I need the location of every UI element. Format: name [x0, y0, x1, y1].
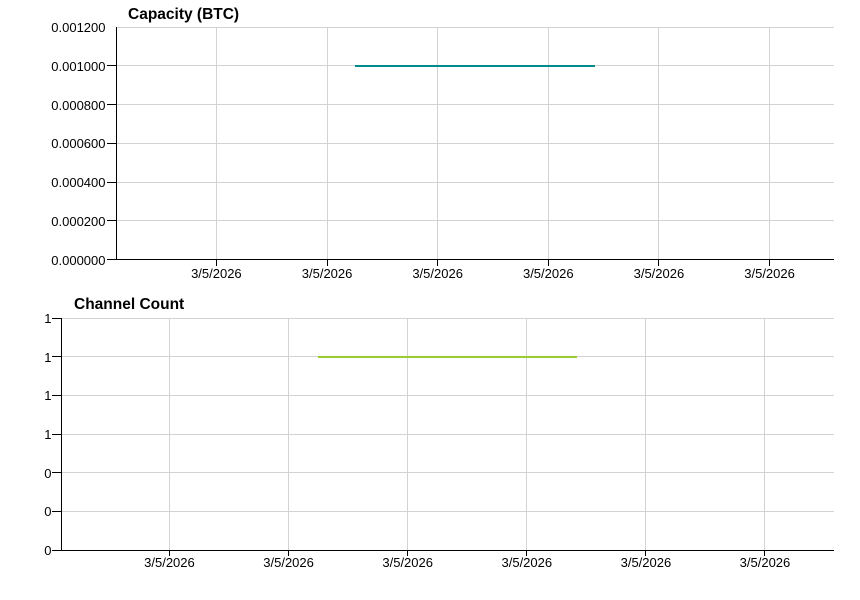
- x-axis-tick: [547, 259, 549, 266]
- capacity-chart-title: Capacity (BTC): [128, 6, 240, 24]
- y-axis-tick: [107, 142, 116, 144]
- x-tick-label: 3/5/2026: [191, 265, 242, 281]
- gridline-vertical: [407, 318, 409, 550]
- x-axis-tick: [764, 550, 766, 556]
- x-tick-label: 3/5/2026: [263, 555, 314, 571]
- y-tick-label: 0.000600: [51, 136, 106, 152]
- x-axis-tick: [437, 259, 439, 266]
- y-tick-label: 0.000200: [51, 213, 106, 229]
- y-tick-label: 0: [44, 543, 52, 558]
- y-tick-label: 0.001000: [51, 58, 106, 74]
- y-tick-label: 0.001200: [51, 20, 106, 36]
- y-axis-tick: [52, 510, 61, 512]
- x-tick-label: 3/5/2026: [744, 265, 795, 281]
- y-axis-tick: [107, 220, 116, 222]
- x-axis-line: [52, 549, 834, 551]
- y-axis-tick: [52, 356, 61, 358]
- x-axis-tick: [326, 259, 328, 266]
- y-axis-tick: [52, 317, 61, 319]
- gridline-vertical: [764, 318, 766, 550]
- gridline-horizontal: [61, 433, 834, 435]
- x-tick-label: 3/5/2026: [144, 555, 195, 571]
- x-axis-tick: [769, 259, 771, 266]
- y-tick-label: 0.000800: [51, 97, 106, 113]
- x-axis-tick: [658, 259, 660, 266]
- y-tick-label: 1: [44, 311, 52, 326]
- x-tick-label: 3/5/2026: [501, 555, 553, 571]
- y-axis-tick: [107, 104, 116, 106]
- x-axis-tick: [168, 550, 170, 556]
- y-axis-tick: [107, 65, 116, 67]
- gridline-vertical: [658, 27, 660, 260]
- x-tick-label: 3/5/2026: [522, 265, 574, 281]
- y-tick-label: 0: [44, 465, 52, 481]
- gridline-horizontal: [116, 26, 834, 28]
- series-line-capacity: [354, 64, 596, 67]
- x-axis-tick: [215, 259, 217, 266]
- gridline-vertical: [215, 27, 217, 260]
- series-line-channel-count: [318, 355, 577, 358]
- y-tick-label: 1: [44, 427, 52, 442]
- x-axis-tick: [526, 550, 528, 556]
- y-tick-label: 0.000400: [51, 175, 106, 191]
- x-axis-line: [107, 259, 834, 260]
- gridline-vertical: [326, 27, 328, 260]
- gridline-horizontal: [116, 181, 834, 183]
- gridline-vertical: [168, 318, 170, 550]
- gridline-vertical: [526, 318, 528, 550]
- gridline-horizontal: [116, 104, 834, 106]
- y-axis-line: [115, 26, 117, 260]
- x-tick-label: 3/5/2026: [412, 265, 463, 281]
- y-axis-tick: [107, 181, 116, 183]
- gridline-vertical: [547, 27, 549, 260]
- gridline-horizontal: [116, 142, 834, 144]
- y-axis-tick: [52, 394, 61, 396]
- x-tick-label: 3/5/2026: [620, 555, 672, 571]
- y-axis-tick: [52, 472, 61, 474]
- gridline-vertical: [288, 318, 290, 550]
- y-axis-line: [60, 317, 62, 551]
- y-tick-label: 1: [44, 349, 52, 365]
- y-tick-label: 0.000000: [51, 252, 106, 268]
- x-axis-tick: [288, 550, 290, 556]
- x-tick-label: 3/5/2026: [382, 555, 433, 571]
- gridline-vertical: [645, 318, 647, 550]
- x-tick-label: 3/5/2026: [739, 555, 791, 571]
- y-tick-label: 1: [44, 388, 52, 404]
- gridline-horizontal: [61, 394, 834, 396]
- x-tick-label: 3/5/2026: [301, 265, 353, 281]
- gridline-horizontal: [61, 317, 834, 319]
- y-tick-label: 0: [44, 504, 52, 520]
- gridline-horizontal: [116, 220, 834, 222]
- x-axis-tick: [407, 550, 409, 556]
- gridline-horizontal: [61, 472, 834, 474]
- channel-count-chart-title: Channel Count: [74, 296, 185, 314]
- gridline-horizontal: [61, 510, 834, 512]
- x-axis-tick: [645, 550, 647, 556]
- gridline-vertical: [769, 27, 771, 260]
- y-axis-tick: [52, 433, 61, 435]
- x-tick-label: 3/5/2026: [633, 265, 685, 281]
- gridline-vertical: [437, 27, 439, 260]
